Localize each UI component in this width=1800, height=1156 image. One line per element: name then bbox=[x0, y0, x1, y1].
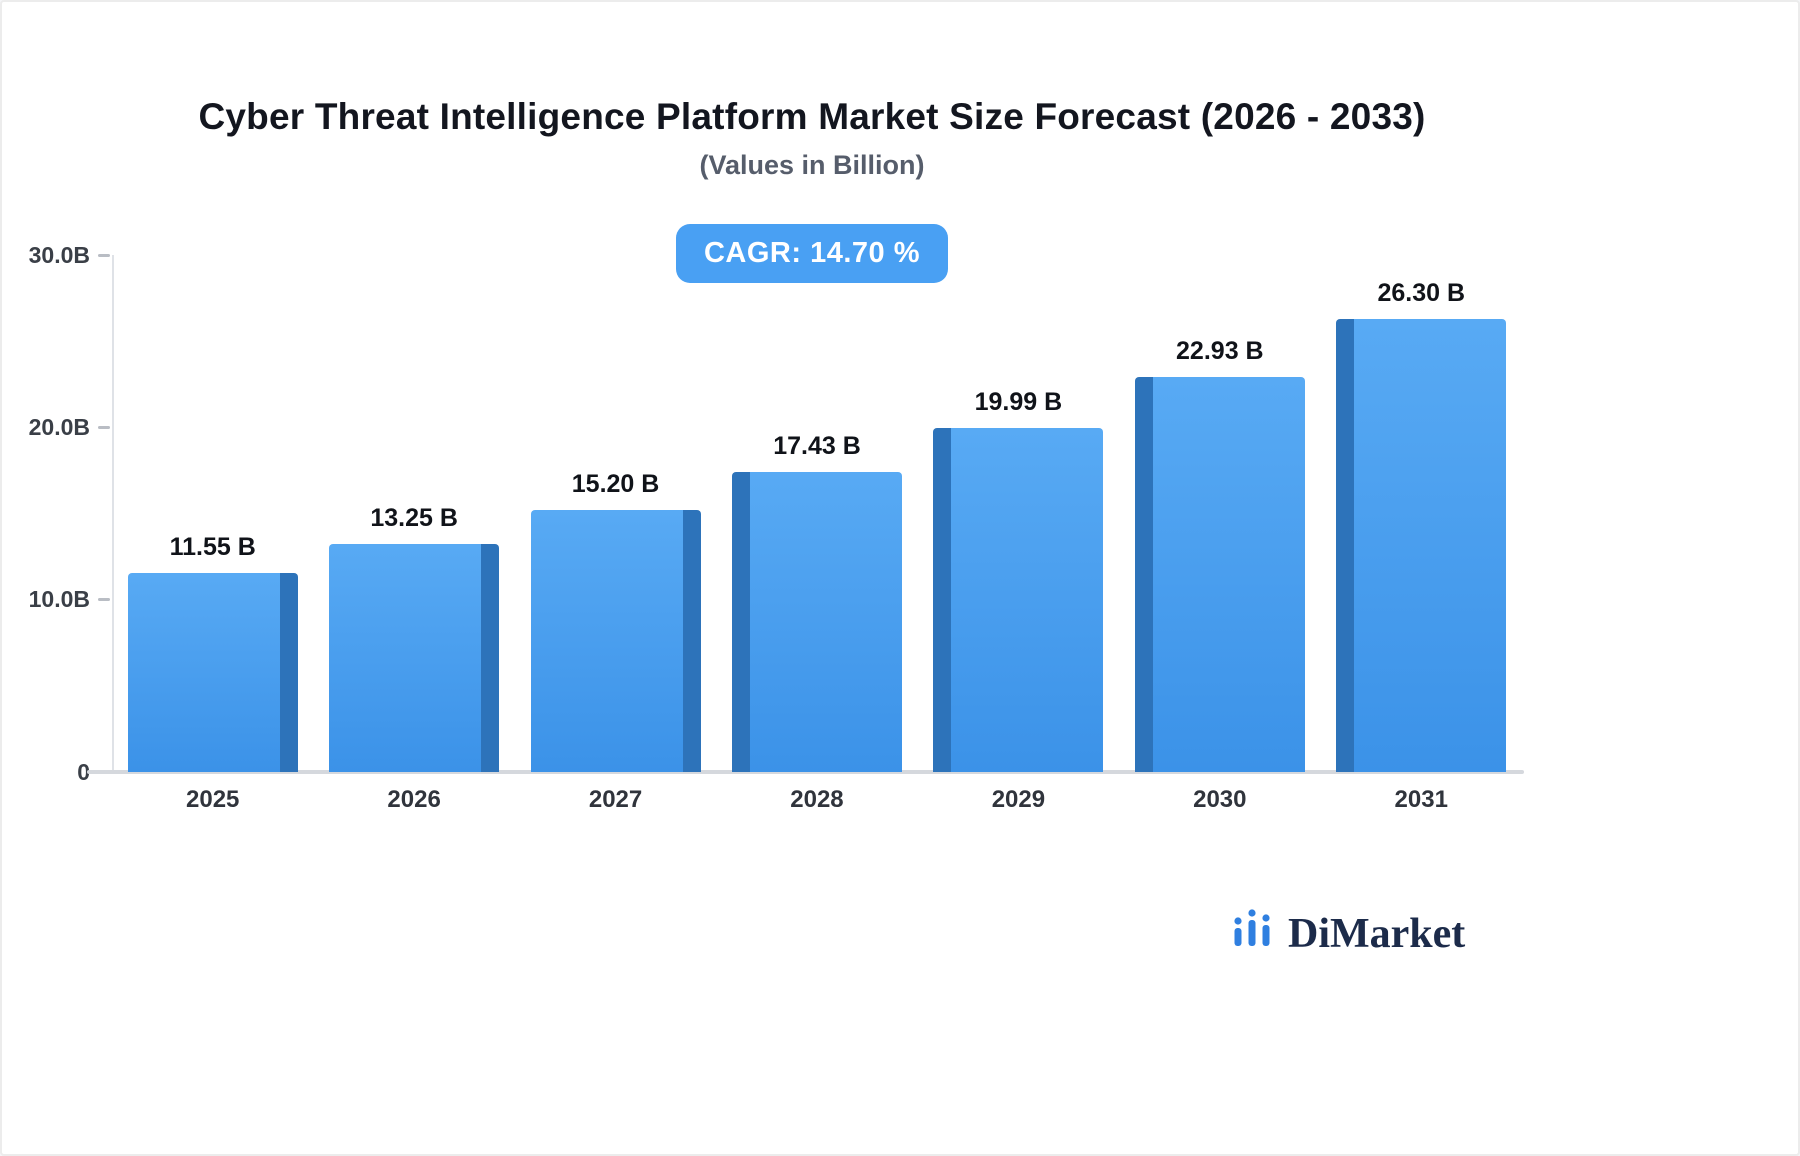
cagr-badge-wrap: CAGR: 14.70 % bbox=[2, 224, 1622, 283]
x-axis-label: 2027 bbox=[588, 786, 643, 813]
bar-side-face bbox=[1134, 376, 1153, 772]
bar-chart-logo-icon bbox=[1230, 904, 1276, 955]
x-axis-labels: 2025 2026 2027 2028 2029 2030 2031 bbox=[112, 786, 1522, 814]
x-axis-label: 2028 bbox=[790, 786, 844, 813]
bar-value-label: 13.25 B bbox=[370, 503, 458, 532]
bar-slot: 13.25 B bbox=[314, 255, 514, 772]
bar-side-face bbox=[1336, 318, 1355, 772]
x-axis-label: 2030 bbox=[1193, 786, 1247, 813]
bar-value-label: 22.93 B bbox=[1176, 336, 1264, 365]
x-axis-label: 2031 bbox=[1394, 786, 1448, 813]
chart-title: Cyber Threat Intelligence Platform Marke… bbox=[198, 96, 1426, 137]
bar-slot: 19.99 B bbox=[918, 255, 1118, 772]
plot-area: 11.55 B 13.25 B 15.20 B 17.43 B 19.99 B 22.93… bbox=[112, 255, 1522, 772]
bar-slot: 22.93 B bbox=[1120, 255, 1320, 772]
bar-face bbox=[530, 510, 683, 772]
x-axis-label: 2026 bbox=[387, 786, 441, 813]
bar-slot: 11.55 B bbox=[113, 255, 313, 772]
bar-side-face bbox=[731, 471, 750, 772]
brand-logo-text: DiMarket bbox=[1288, 911, 1466, 957]
y-tick: 20.0B bbox=[2, 413, 110, 441]
y-tick-label: 10.0B bbox=[28, 586, 90, 613]
bar-value-label: 19.99 B bbox=[974, 387, 1063, 416]
bar-face bbox=[1152, 376, 1305, 772]
brand-logo: DiMarket bbox=[1230, 904, 1465, 955]
bar bbox=[933, 427, 1104, 772]
x-axis-line bbox=[87, 770, 1524, 774]
bar-slot: 26.30 B bbox=[1321, 255, 1521, 772]
y-tick: 30.0B bbox=[2, 241, 110, 269]
bar-value-label: 17.43 B bbox=[773, 431, 861, 460]
bar-slot: 17.43 B bbox=[717, 255, 917, 772]
x-axis-label: 2029 bbox=[991, 786, 1046, 813]
y-tick-label: 30.0B bbox=[28, 241, 90, 268]
bar-side-face bbox=[481, 543, 500, 772]
bar bbox=[530, 510, 701, 772]
bar bbox=[731, 471, 902, 772]
bar-value-label: 11.55 B bbox=[169, 532, 256, 561]
bar-side-face bbox=[682, 510, 701, 772]
bar-face bbox=[951, 427, 1104, 772]
bar-slot: 15.20 B bbox=[516, 255, 716, 772]
bar-face bbox=[1354, 318, 1507, 772]
bar bbox=[1134, 376, 1305, 772]
bar bbox=[127, 572, 298, 772]
bar-face bbox=[749, 471, 902, 772]
bar bbox=[1336, 318, 1507, 772]
y-tick-label: 0 bbox=[77, 758, 90, 785]
y-axis-line bbox=[112, 255, 114, 772]
x-axis-label: 2025 bbox=[186, 786, 240, 813]
bar-value-label: 26.30 B bbox=[1377, 278, 1466, 307]
bar-face bbox=[329, 543, 482, 772]
bar-value-label: 15.20 B bbox=[571, 470, 660, 499]
chart-subtitle: (Values in Billion) bbox=[699, 150, 925, 180]
y-tick-mark bbox=[98, 425, 110, 429]
y-tick-mark bbox=[98, 253, 110, 257]
bar-side-face bbox=[279, 572, 298, 772]
y-tick: 10.0B bbox=[2, 586, 110, 614]
y-tick-mark bbox=[98, 598, 110, 602]
bar-face bbox=[127, 572, 280, 772]
cagr-badge: CAGR: 14.70 % bbox=[675, 224, 948, 283]
bar bbox=[329, 543, 500, 772]
y-tick-label: 20.0B bbox=[28, 413, 90, 440]
bar-side-face bbox=[933, 427, 952, 772]
